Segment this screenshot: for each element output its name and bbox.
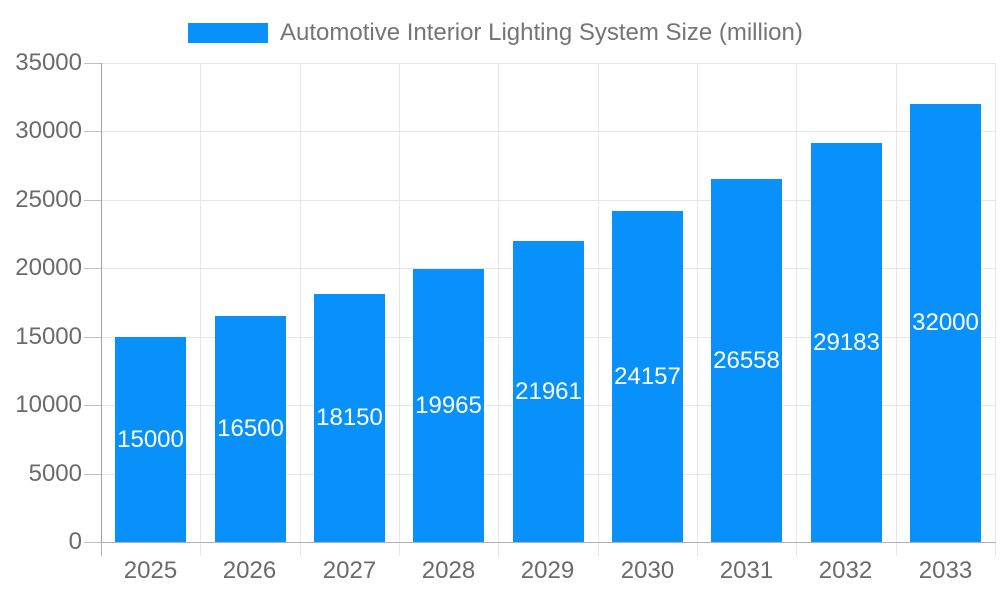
v-gridline (399, 63, 400, 556)
legend-swatch-icon (188, 23, 268, 43)
bar-value-label: 24157 (614, 362, 681, 390)
y-tick (84, 63, 101, 64)
bar-2030[interactable]: 24157 (612, 211, 683, 542)
x-axis-label: 2031 (719, 557, 774, 584)
bar-2032[interactable]: 29183 (811, 143, 882, 542)
bar-value-label: 29183 (813, 328, 880, 356)
v-gridline (498, 63, 499, 556)
y-axis-label: 35000 (15, 49, 82, 76)
bar-value-label: 16500 (217, 415, 284, 442)
y-tick (84, 337, 101, 338)
y-tick (84, 474, 101, 475)
bar-2028[interactable]: 19965 (413, 269, 484, 542)
bar-value-label: 15000 (117, 425, 184, 453)
x-axis-label: 2033 (918, 557, 973, 584)
v-gridline (200, 63, 201, 556)
x-axis-label: 2027 (322, 557, 377, 584)
y-axis-label: 15000 (15, 323, 82, 350)
y-axis-label: 5000 (28, 460, 82, 487)
y-tick (84, 405, 101, 406)
x-tick (101, 542, 102, 556)
v-gridline (697, 63, 698, 556)
bar-value-label: 26558 (713, 346, 780, 374)
x-axis-label: 2025 (123, 557, 178, 584)
y-axis-line (101, 63, 102, 542)
y-axis-label: 10000 (15, 391, 82, 418)
h-gridline (101, 131, 995, 132)
legend-label: Automotive Interior Lighting System Size… (280, 19, 803, 46)
x-axis-label: 2032 (818, 557, 873, 584)
bar-value-label: 32000 (912, 309, 979, 336)
y-tick (84, 268, 101, 269)
bar-2026[interactable]: 16500 (215, 316, 286, 542)
x-axis-label: 2026 (222, 557, 277, 584)
bar-2025[interactable]: 15000 (115, 337, 186, 542)
v-gridline (995, 63, 996, 556)
bar-2029[interactable]: 21961 (513, 241, 584, 542)
y-tick (84, 542, 101, 543)
y-axis-label: 0 (68, 528, 82, 555)
x-axis-line (101, 542, 996, 543)
h-gridline (101, 200, 995, 201)
bar-value-label: 18150 (316, 404, 383, 431)
bar-2027[interactable]: 18150 (314, 294, 385, 542)
y-axis-label: 25000 (15, 186, 82, 213)
v-gridline (796, 63, 797, 556)
v-gridline (300, 63, 301, 556)
y-axis-label: 30000 (15, 117, 82, 144)
y-tick (84, 131, 101, 132)
h-gridline (101, 63, 995, 64)
chart-legend[interactable]: Automotive Interior Lighting System Size… (188, 19, 803, 46)
bar-value-label: 21961 (515, 377, 582, 405)
x-axis-label: 2028 (421, 557, 476, 584)
v-gridline (896, 63, 897, 556)
bar-2033[interactable]: 32000 (910, 104, 981, 542)
x-axis-label: 2029 (520, 557, 575, 584)
y-axis-label: 20000 (15, 254, 82, 281)
bar-2031[interactable]: 26558 (711, 179, 782, 542)
v-gridline (598, 63, 599, 556)
y-tick (84, 200, 101, 201)
x-axis-label: 2030 (620, 557, 675, 584)
bar-value-label: 19965 (415, 391, 482, 419)
